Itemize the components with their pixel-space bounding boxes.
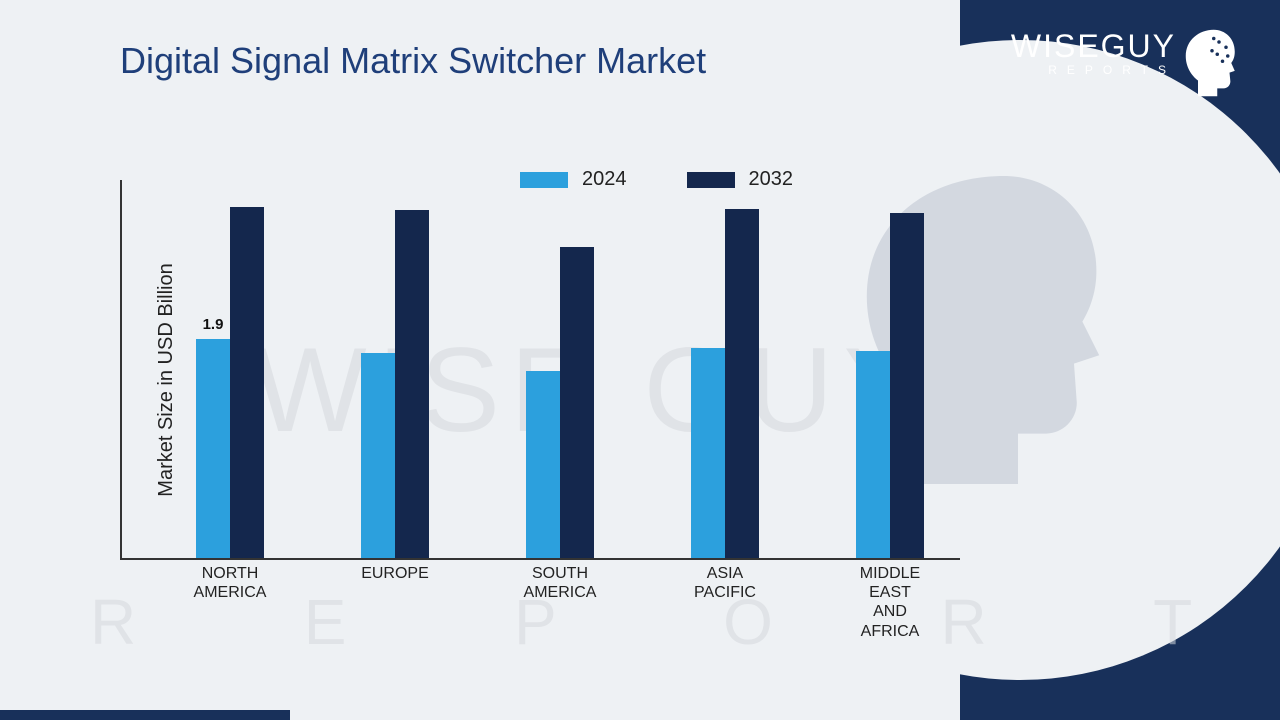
logo: WISEGUY REPORTS [1011,28,1240,98]
bar-2032 [725,209,759,558]
chart-title: Digital Signal Matrix Switcher Market [120,40,720,81]
page: WISE GUY R E P O R T S WISEGUY REPORTS [0,0,1280,720]
logo-word-wise: WISE [1011,28,1101,64]
bottom-accent-bar [0,710,290,720]
bar-2024 [196,339,230,558]
logo-word-guy: GUY [1101,28,1176,64]
logo-line1: WISEGUY [1011,28,1176,65]
bar-2024 [856,351,890,558]
x-axis-category-label: EUROPE [330,564,460,583]
bar-2032 [230,207,264,558]
bar-2032 [890,213,924,558]
x-axis-category-label: NORTH AMERICA [165,564,295,602]
bar-2032 [395,210,429,558]
x-axis-category-label: MIDDLE EAST AND AFRICA [825,564,955,641]
bar-2024 [691,348,725,558]
chart: Market Size in USD Billion 1.9 NORTH AME… [60,160,980,600]
bar-2024 [361,353,395,558]
bar-2032 [560,247,594,558]
plot-area: 1.9 [120,180,960,560]
logo-line2: REPORTS [1011,63,1176,77]
logo-head-icon [1184,28,1240,98]
bar-2024 [526,371,560,558]
x-axis-category-label: SOUTH AMERICA [495,564,625,602]
x-axis-category-label: ASIA PACIFIC [660,564,790,602]
logo-text: WISEGUY REPORTS [1011,28,1176,77]
